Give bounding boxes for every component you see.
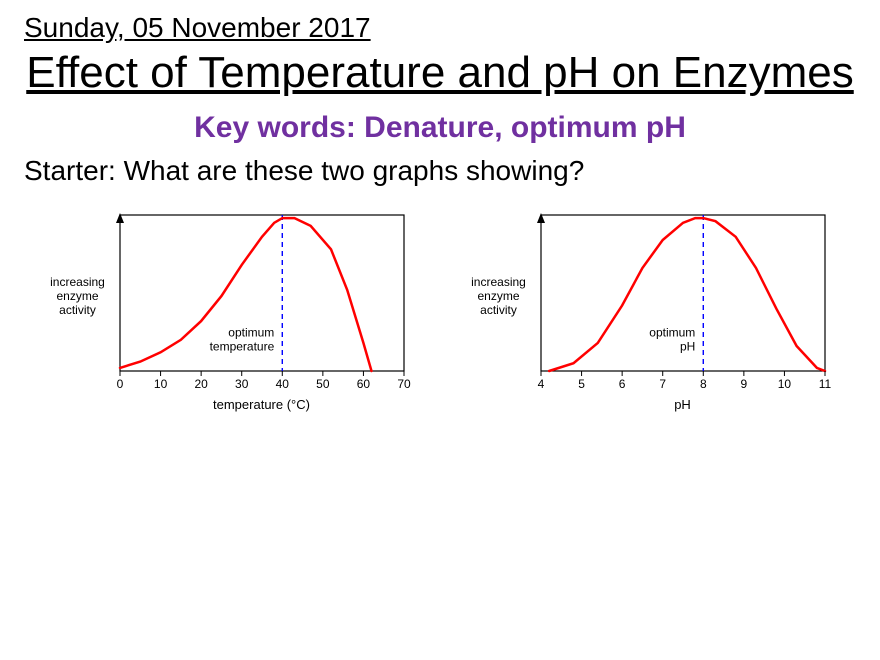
chart-temperature: increasing enzyme activity 0 10 20 30 40 50 60… <box>48 205 412 412</box>
svg-text:10: 10 <box>153 377 167 391</box>
svg-text:9: 9 <box>740 377 747 391</box>
slide: Sunday, 05 November 2017 Effect of Tempe… <box>0 0 880 660</box>
chart-temperature-svg: 0 10 20 30 40 50 60 70 optimumtemperature <box>112 205 412 395</box>
ylabel-line: increasing <box>50 275 105 289</box>
ylabel-line: activity <box>480 303 517 317</box>
svg-text:7: 7 <box>659 377 666 391</box>
chart-temperature-inner: 0 10 20 30 40 50 60 70 optimumtemperature temper… <box>112 205 412 412</box>
svg-text:10: 10 <box>777 377 791 391</box>
svg-text:11: 11 <box>818 377 831 391</box>
svg-text:4: 4 <box>537 377 544 391</box>
chart-ph-xlabel: pH <box>674 397 691 412</box>
charts-row: increasing enzyme activity 0102030405060… <box>24 205 856 412</box>
chart-temperature-xlabel: temperature (°C) <box>213 397 310 412</box>
svg-text:50: 50 <box>316 377 330 391</box>
svg-text:optimum: optimum <box>649 325 695 339</box>
date-text: Sunday, 05 November 2017 <box>24 12 856 44</box>
starter-text: Starter: What are these two graphs showi… <box>24 155 856 187</box>
svg-text:optimum: optimum <box>228 325 274 339</box>
keywords-text: Key words: Denature, optimum pH <box>24 111 856 145</box>
svg-text:20: 20 <box>194 377 208 391</box>
chart-ph-inner: 4567891011optimumpH pH <box>533 205 833 412</box>
slide-title: Effect of Temperature and pH on Enzymes <box>24 48 856 99</box>
svg-text:0: 0 <box>116 377 123 391</box>
svg-text:70: 70 <box>397 377 411 391</box>
svg-text:5: 5 <box>578 377 585 391</box>
svg-text:temperature: temperature <box>209 339 274 353</box>
ylabel-line: activity <box>59 303 96 317</box>
chart-temperature-ylabel: increasing enzyme activity <box>48 275 108 318</box>
svg-text:pH: pH <box>679 339 694 353</box>
ylabel-line: enzyme <box>477 289 519 303</box>
chart-ph-ylabel: increasing enzyme activity <box>469 275 529 318</box>
svg-text:8: 8 <box>699 377 706 391</box>
ylabel-line: increasing <box>471 275 526 289</box>
chart-ph: increasing enzyme activity 4 5 6 7 8 9 10 11 opt… <box>469 205 833 412</box>
svg-text:60: 60 <box>356 377 370 391</box>
svg-text:40: 40 <box>275 377 289 391</box>
svg-text:6: 6 <box>618 377 625 391</box>
ylabel-line: enzyme <box>56 289 98 303</box>
svg-text:30: 30 <box>235 377 249 391</box>
chart-ph-svg: 4 5 6 7 8 9 10 11 optimumpH <box>533 205 833 395</box>
